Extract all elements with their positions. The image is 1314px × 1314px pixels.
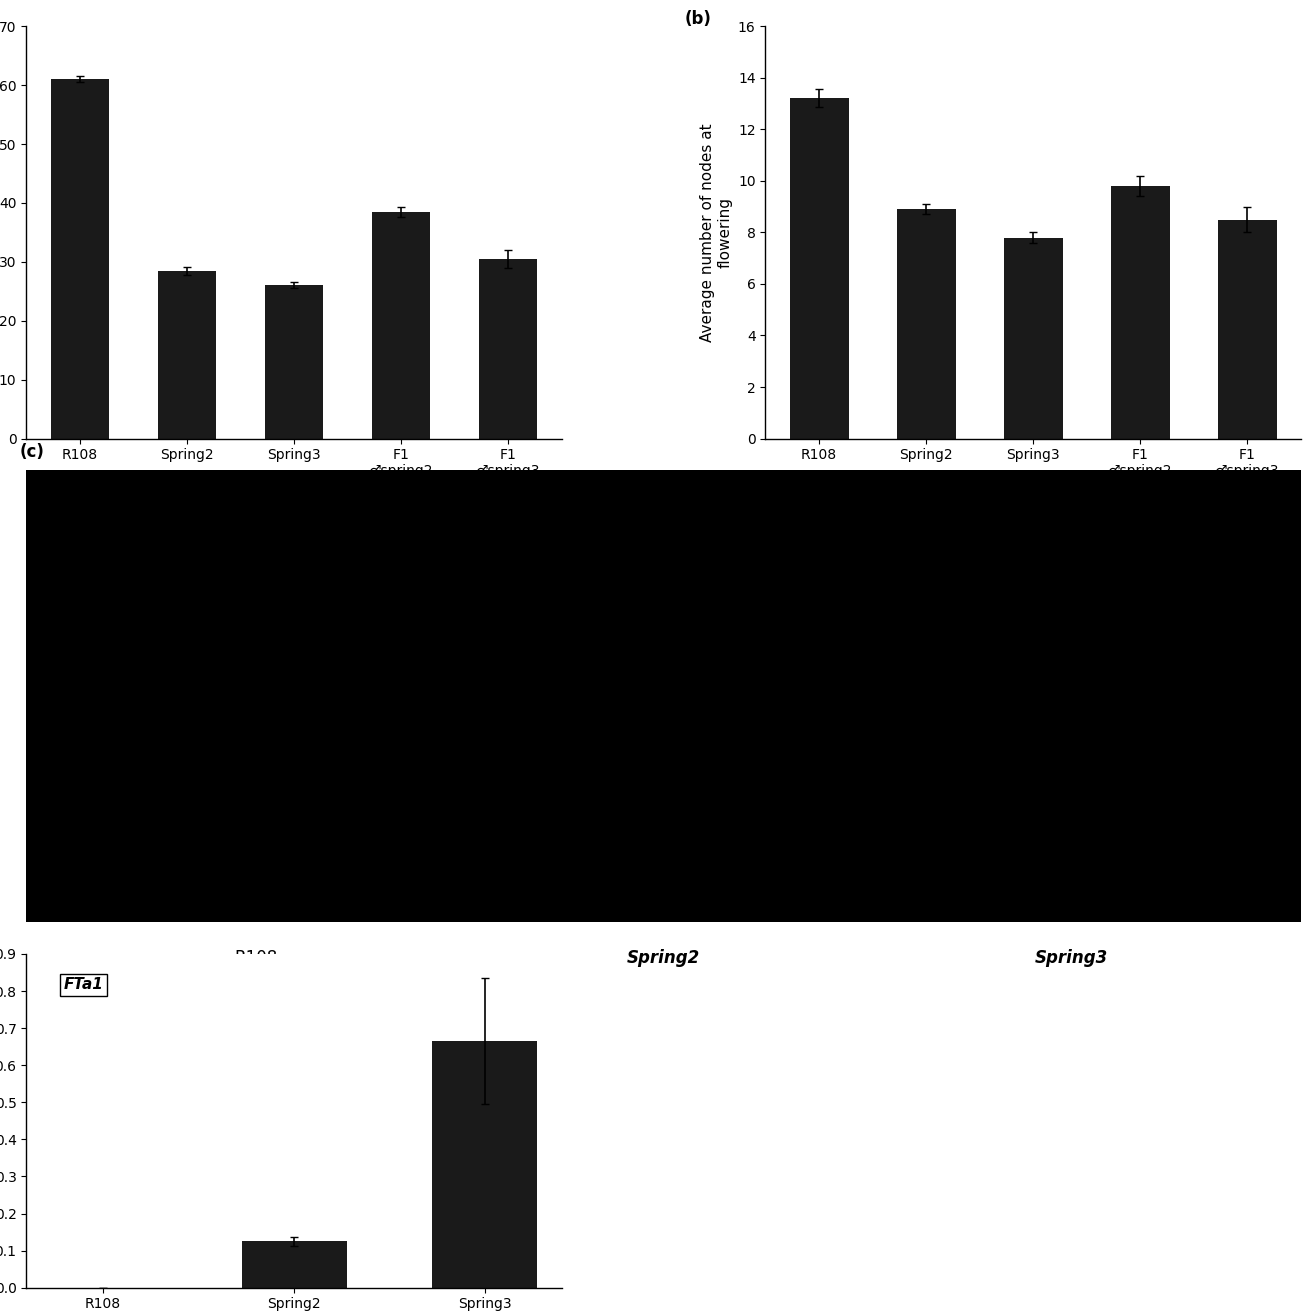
Text: Spring3: Spring3 xyxy=(1035,949,1108,967)
Text: (b): (b) xyxy=(685,9,712,28)
Bar xyxy=(242,1242,347,1288)
Bar xyxy=(790,99,849,439)
Bar xyxy=(432,1041,537,1288)
Bar xyxy=(51,79,109,439)
Bar xyxy=(264,285,323,439)
Y-axis label: Average number of nodes at
flowering: Average number of nodes at flowering xyxy=(700,124,732,342)
Text: R108: R108 xyxy=(234,949,277,967)
Bar xyxy=(478,259,537,439)
Bar xyxy=(1110,187,1169,439)
Text: (c): (c) xyxy=(20,443,45,461)
Text: FTa1: FTa1 xyxy=(64,978,104,992)
Bar xyxy=(896,209,955,439)
Bar xyxy=(372,212,431,439)
Bar xyxy=(1004,238,1063,439)
Bar xyxy=(158,271,217,439)
Text: Spring2: Spring2 xyxy=(627,949,700,967)
Bar xyxy=(1218,219,1276,439)
